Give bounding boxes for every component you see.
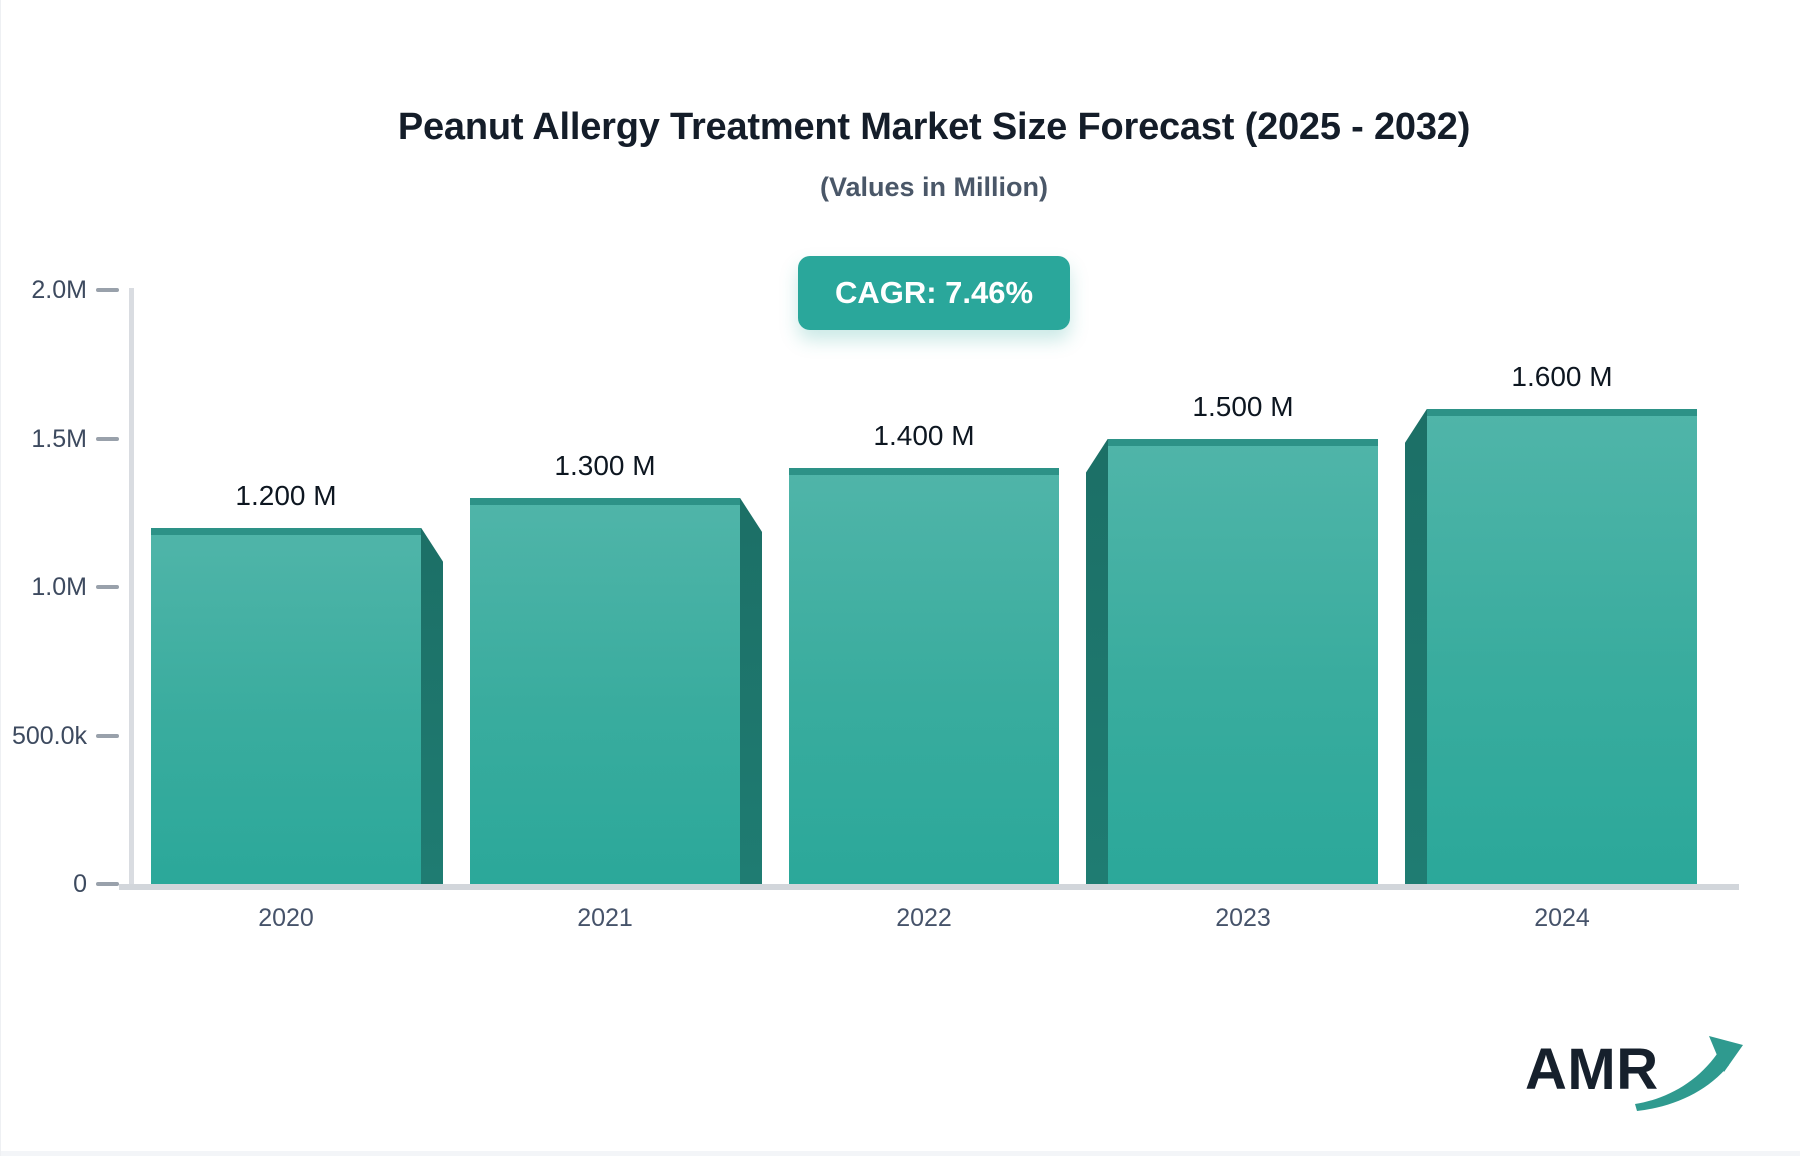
y-tick-mark xyxy=(96,288,119,292)
y-tick-mark xyxy=(96,733,119,738)
bar-face xyxy=(470,497,740,884)
bar-value-label: 1.500 M xyxy=(1192,390,1294,422)
x-axis-label-2023: 2023 xyxy=(1215,904,1271,932)
bar-2022[interactable]: 1.400 M xyxy=(789,420,1059,884)
y-axis-line xyxy=(129,288,134,890)
amr-logo: AMR xyxy=(1525,1028,1743,1118)
bar-2023[interactable]: 1.500 M xyxy=(1086,391,1378,884)
x-axis-label-2022: 2022 xyxy=(896,904,952,932)
bar-2024[interactable]: 1.600 M xyxy=(1405,361,1697,884)
y-tick-label: 1.0M xyxy=(31,573,87,601)
x-axis-label-2020: 2020 xyxy=(258,904,314,932)
bar-top-edge xyxy=(1108,438,1378,446)
bar-value-label: 1.200 M xyxy=(235,479,337,511)
y-tick-label: 2.0M xyxy=(31,276,87,304)
bar-3d-side xyxy=(740,497,762,884)
y-tick-mark xyxy=(96,882,119,886)
x-axis-line xyxy=(119,884,1739,890)
bar-face xyxy=(1427,408,1697,884)
bar-top-edge xyxy=(151,527,421,535)
cagr-badge: CAGR: 7.46% xyxy=(798,256,1070,330)
bar-value-label: 1.400 M xyxy=(873,420,975,452)
x-axis-label-2024: 2024 xyxy=(1534,904,1590,932)
y-tick-mark xyxy=(96,436,119,441)
bar-top-edge xyxy=(470,497,740,505)
y-tick-label: 0 xyxy=(73,870,87,898)
y-tick-label: 1.5M xyxy=(31,424,87,453)
bar-2021[interactable]: 1.300 M xyxy=(470,450,762,884)
bar-3d-side xyxy=(421,527,443,884)
amr-logo-text: AMR xyxy=(1525,1037,1659,1102)
bar-2020[interactable]: 1.200 M xyxy=(151,480,443,884)
bar-top-edge xyxy=(789,468,1059,476)
x-axis-label-2021: 2021 xyxy=(577,904,633,932)
bar-3d-side xyxy=(1086,438,1108,884)
bar-face xyxy=(789,468,1059,884)
chart-title: Peanut Allergy Treatment Market Size For… xyxy=(397,106,1471,148)
bar-top-edge xyxy=(1427,408,1697,416)
bar-value-label: 1.600 M xyxy=(1511,360,1613,392)
y-tick-label: 500.0k xyxy=(11,721,87,750)
bar-value-label: 1.300 M xyxy=(554,449,656,481)
chart-subtitle: (Values in Million) xyxy=(819,172,1049,202)
y-tick-mark xyxy=(96,585,119,589)
bar-face xyxy=(1108,438,1378,884)
cagr-badge-band: CAGR: 7.46% xyxy=(131,256,1737,330)
growth-arrow-icon xyxy=(1633,1028,1745,1121)
bar-face xyxy=(151,527,421,884)
bar-3d-side xyxy=(1405,408,1427,884)
